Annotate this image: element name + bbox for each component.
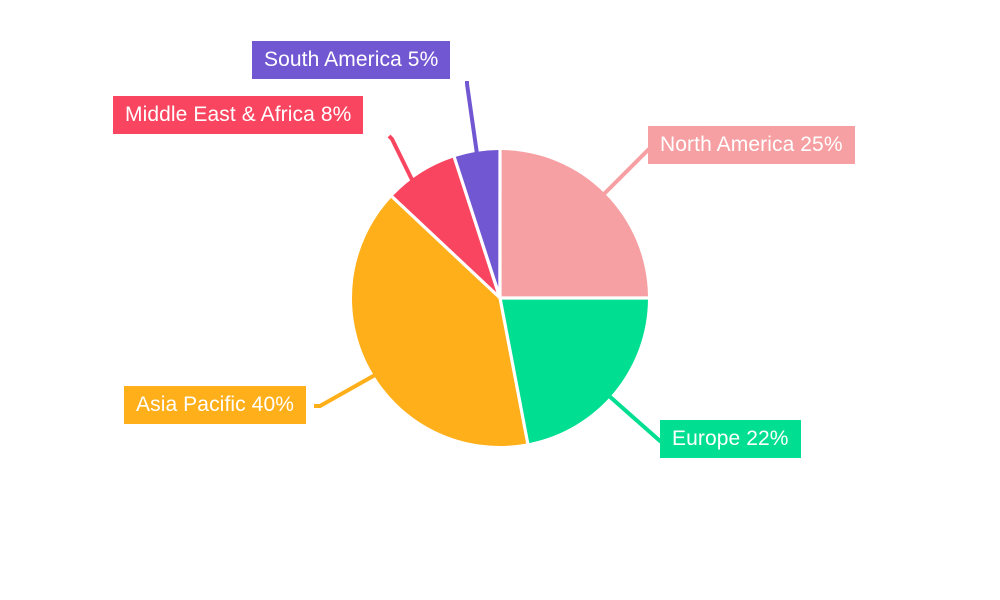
leader-line-middle-east-africa [387, 134, 422, 197]
slice-label-middle-east-africa[interactable]: Middle East & Africa 8% [113, 96, 364, 134]
pie-slice-middle-east-africa[interactable] [393, 157, 497, 293]
pie-slice-asia-pacific[interactable] [351, 197, 527, 447]
slice-label-europe-text: Europe 22% [672, 427, 789, 450]
slice-label-europe[interactable]: Europe 22% [660, 420, 801, 458]
slice-label-north-america[interactable]: North America 25% [648, 126, 855, 164]
pie-slices [351, 150, 648, 447]
pie-slice-north-america[interactable] [501, 150, 648, 297]
leader-line-asia-pacific [314, 373, 376, 408]
leader-line-europe [606, 393, 666, 443]
slice-label-north-america-text: North America 25% [660, 133, 843, 156]
slice-label-asia-pacific[interactable]: Asia Pacific 40% [124, 386, 307, 424]
slice-label-south-america-text: South America 5% [264, 48, 439, 71]
slice-label-south-america[interactable]: South America 5% [252, 41, 451, 79]
slice-label-middle-east-africa-text: Middle East & Africa 8% [125, 103, 352, 126]
pie-slice-south-america[interactable] [455, 150, 499, 288]
slice-label-asia-pacific-text: Asia Pacific 40% [136, 393, 295, 416]
pie-slice-europe[interactable] [501, 299, 648, 444]
leader-line-south-america [465, 81, 479, 155]
